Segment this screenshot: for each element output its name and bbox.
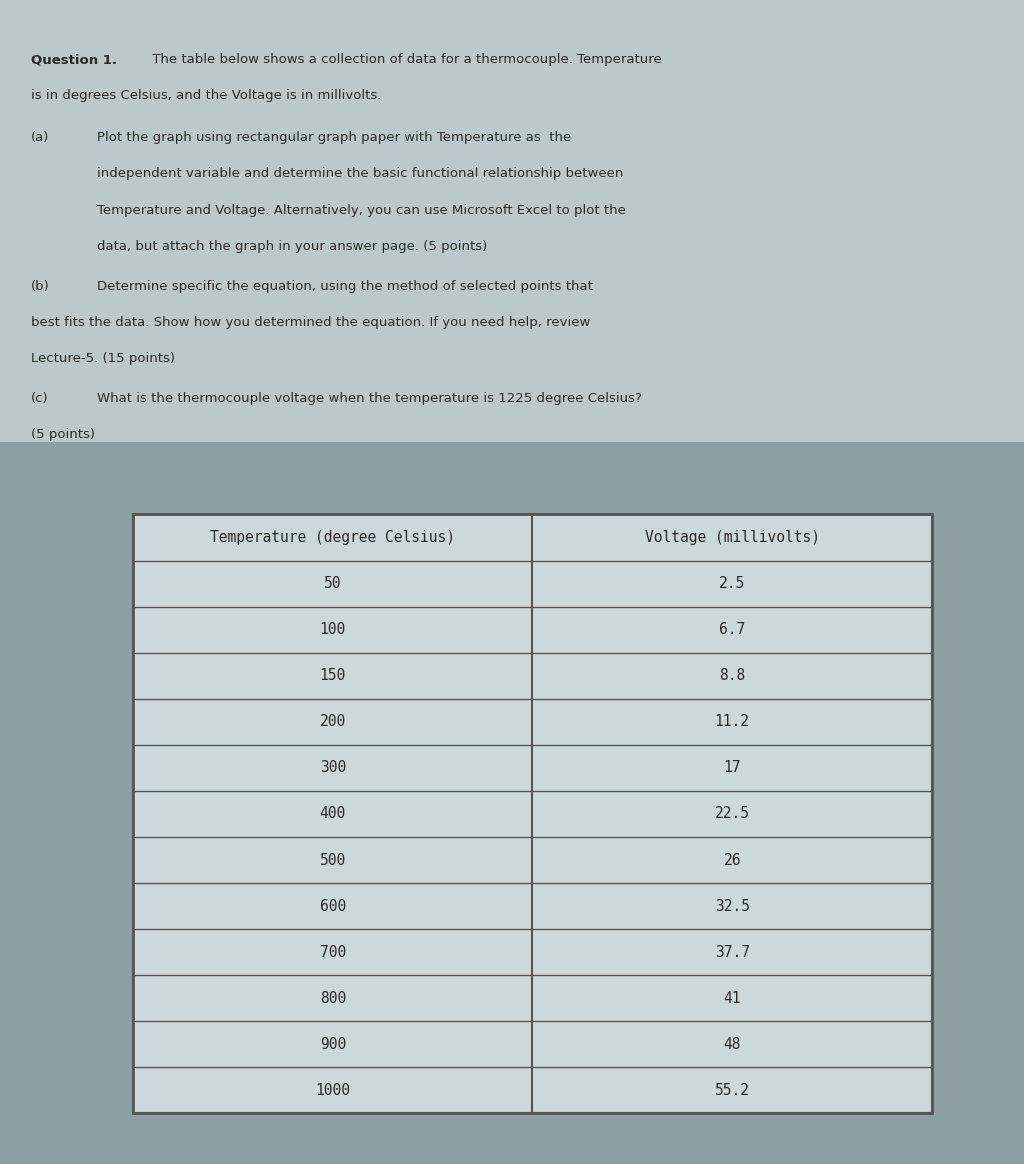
Text: 200: 200 bbox=[319, 715, 346, 730]
Text: (b): (b) bbox=[31, 279, 49, 293]
Text: 700: 700 bbox=[319, 945, 346, 959]
FancyBboxPatch shape bbox=[0, 442, 1024, 1164]
Text: Temperature (degree Celsius): Temperature (degree Celsius) bbox=[210, 530, 456, 545]
Text: 22.5: 22.5 bbox=[715, 807, 750, 822]
Text: 400: 400 bbox=[319, 807, 346, 822]
Text: 32.5: 32.5 bbox=[715, 899, 750, 914]
Text: 2.5: 2.5 bbox=[719, 576, 745, 591]
Text: 17: 17 bbox=[723, 760, 741, 775]
Text: (c): (c) bbox=[31, 392, 48, 405]
Text: (a): (a) bbox=[31, 132, 49, 144]
Text: is in degrees Celsius, and the Voltage is in millivolts.: is in degrees Celsius, and the Voltage i… bbox=[31, 90, 381, 102]
Text: What is the thermocouple voltage when the temperature is 1225 degree Celsius?: What is the thermocouple voltage when th… bbox=[97, 392, 642, 405]
Text: Temperature and Voltage. Alternatively, you can use Microsoft Excel to plot the: Temperature and Voltage. Alternatively, … bbox=[97, 204, 626, 217]
Text: Determine specific the equation, using the method of selected points that: Determine specific the equation, using t… bbox=[97, 279, 593, 293]
Text: (5 points): (5 points) bbox=[31, 428, 94, 441]
Text: best fits the data. Show how you determined the equation. If you need help, revi: best fits the data. Show how you determi… bbox=[31, 317, 590, 329]
Text: 6.7: 6.7 bbox=[719, 623, 745, 637]
Text: 500: 500 bbox=[319, 852, 346, 867]
Text: 800: 800 bbox=[319, 991, 346, 1006]
FancyBboxPatch shape bbox=[133, 514, 932, 1114]
Text: 26: 26 bbox=[723, 852, 741, 867]
Text: 50: 50 bbox=[324, 576, 342, 591]
Text: 48: 48 bbox=[723, 1037, 741, 1052]
Text: 55.2: 55.2 bbox=[715, 1083, 750, 1098]
Text: 300: 300 bbox=[319, 760, 346, 775]
Text: 41: 41 bbox=[723, 991, 741, 1006]
Text: Plot the graph using rectangular graph paper with Temperature as  the: Plot the graph using rectangular graph p… bbox=[97, 132, 571, 144]
Text: Voltage (millivolts): Voltage (millivolts) bbox=[645, 530, 819, 545]
Text: 37.7: 37.7 bbox=[715, 945, 750, 959]
FancyBboxPatch shape bbox=[0, 0, 1024, 442]
Text: independent variable and determine the basic functional relationship between: independent variable and determine the b… bbox=[97, 168, 624, 180]
Text: Question 1.: Question 1. bbox=[31, 54, 117, 66]
Text: 11.2: 11.2 bbox=[715, 715, 750, 730]
Text: 100: 100 bbox=[319, 623, 346, 637]
Text: 900: 900 bbox=[319, 1037, 346, 1052]
Text: data, but attach the graph in your answer page. (5 points): data, but attach the graph in your answe… bbox=[97, 240, 487, 253]
Text: 600: 600 bbox=[319, 899, 346, 914]
Text: 8.8: 8.8 bbox=[719, 668, 745, 683]
Text: 150: 150 bbox=[319, 668, 346, 683]
Text: The table below shows a collection of data for a thermocouple. Temperature: The table below shows a collection of da… bbox=[148, 54, 663, 66]
Text: Lecture-5. (15 points): Lecture-5. (15 points) bbox=[31, 353, 175, 365]
Text: 1000: 1000 bbox=[315, 1083, 350, 1098]
